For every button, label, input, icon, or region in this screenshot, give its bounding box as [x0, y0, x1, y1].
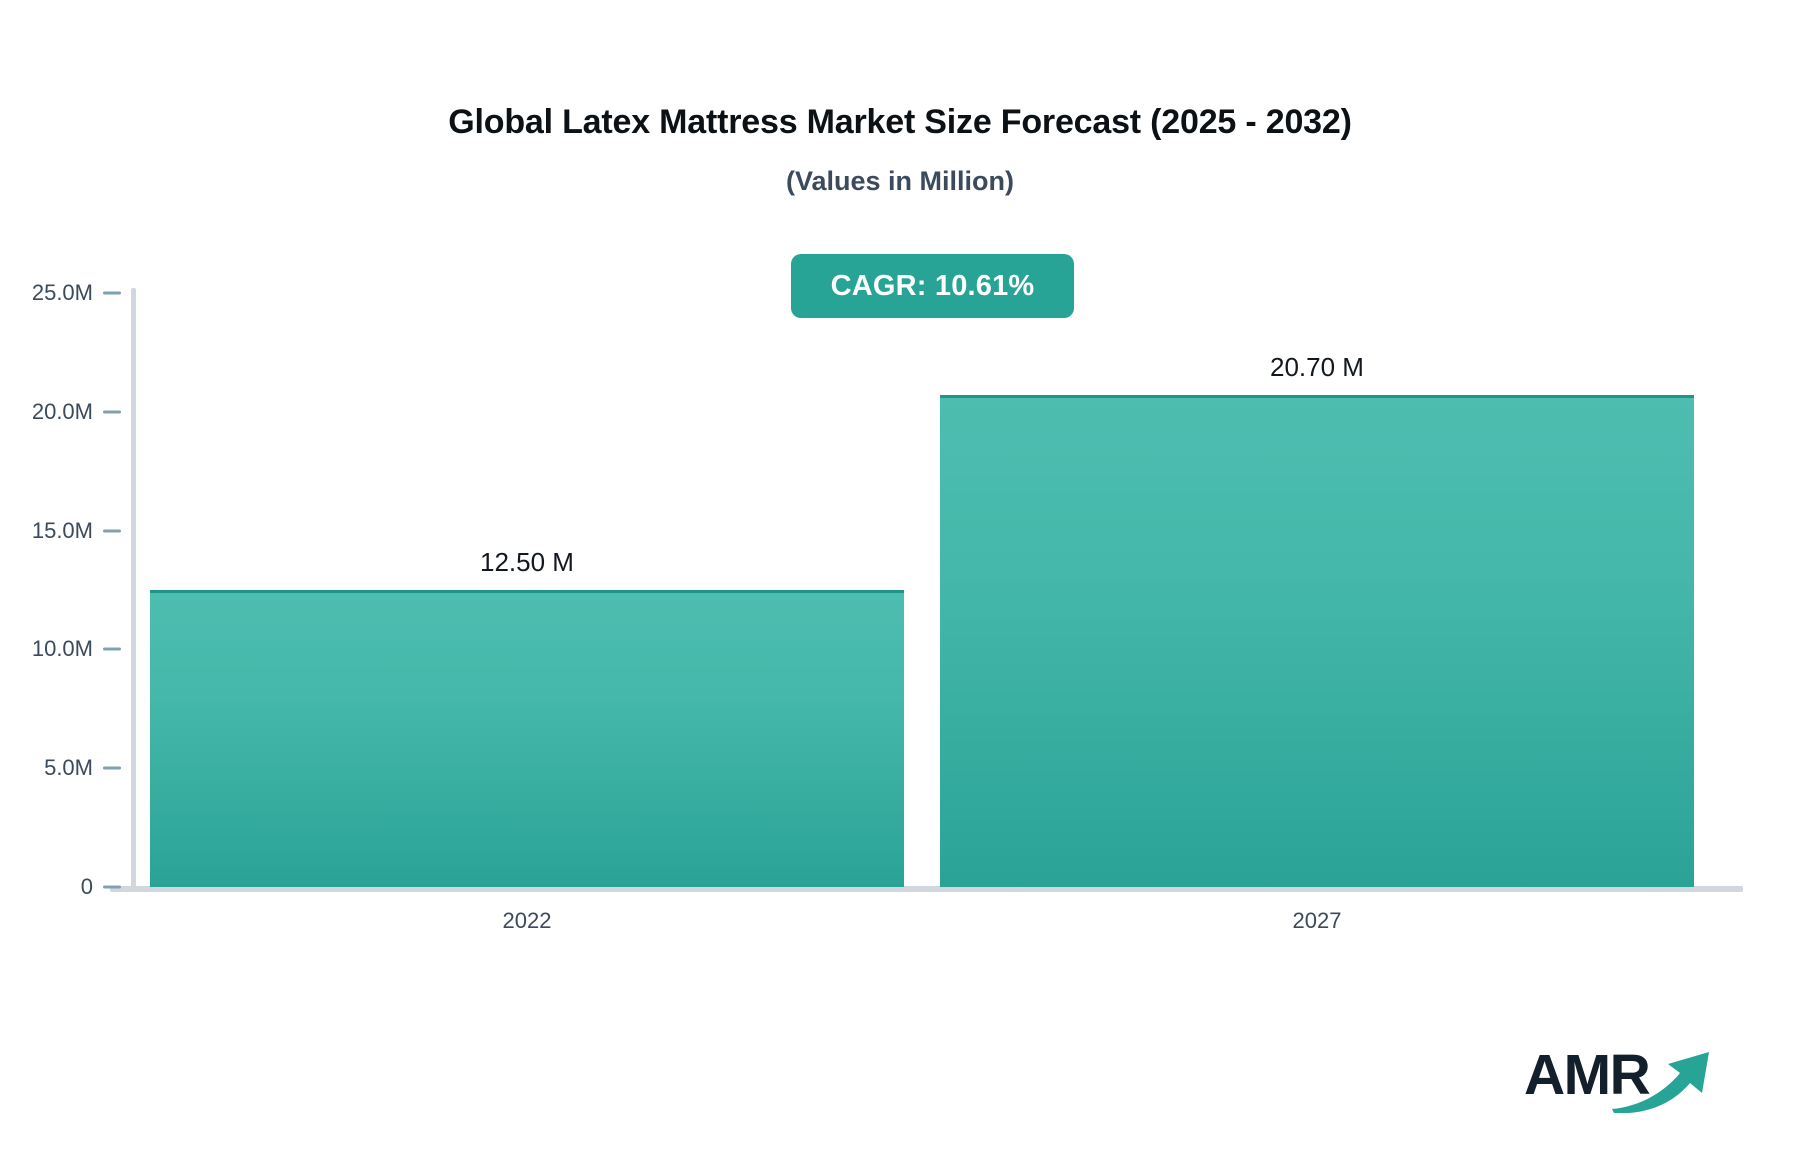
cagr-badge-label: CAGR: 10.61% — [830, 269, 1035, 302]
bar — [940, 395, 1694, 887]
y-axis-line — [131, 288, 136, 889]
amr-logo-text: AMR — [1524, 1043, 1651, 1107]
x-tick-label: 2027 — [1292, 908, 1342, 933]
y-tick-mark — [103, 410, 121, 414]
x-axis-line — [110, 886, 1743, 892]
amr-logo: AMR — [1524, 1043, 1709, 1113]
y-tick-label: 10.0M — [31, 636, 93, 662]
arrow-up-right-icon — [1612, 1052, 1709, 1113]
y-tick-label: 0 — [80, 874, 93, 899]
bar-value-label: 20.70 M — [1270, 352, 1364, 383]
y-tick-mark — [103, 885, 121, 889]
chart-title: Global Latex Mattress Market Size Foreca… — [448, 103, 1352, 141]
x-tick-label: 2022 — [502, 908, 552, 933]
bar-value-label: 12.50 M — [480, 547, 574, 577]
cagr-badge: CAGR: 10.61% — [791, 254, 1074, 318]
y-tick-label: 5.0M — [44, 755, 93, 781]
chart-subtitle: (Values in Million) — [785, 166, 1015, 196]
y-tick-label: 20.0M — [31, 398, 93, 424]
y-tick-mark — [103, 647, 121, 651]
y-tick-label: 25.0M — [31, 280, 93, 305]
bar — [150, 590, 904, 887]
y-tick-mark — [103, 529, 121, 533]
y-tick-mark — [103, 766, 121, 770]
y-tick-mark — [103, 291, 121, 295]
y-tick-label: 15.0M — [31, 517, 93, 543]
